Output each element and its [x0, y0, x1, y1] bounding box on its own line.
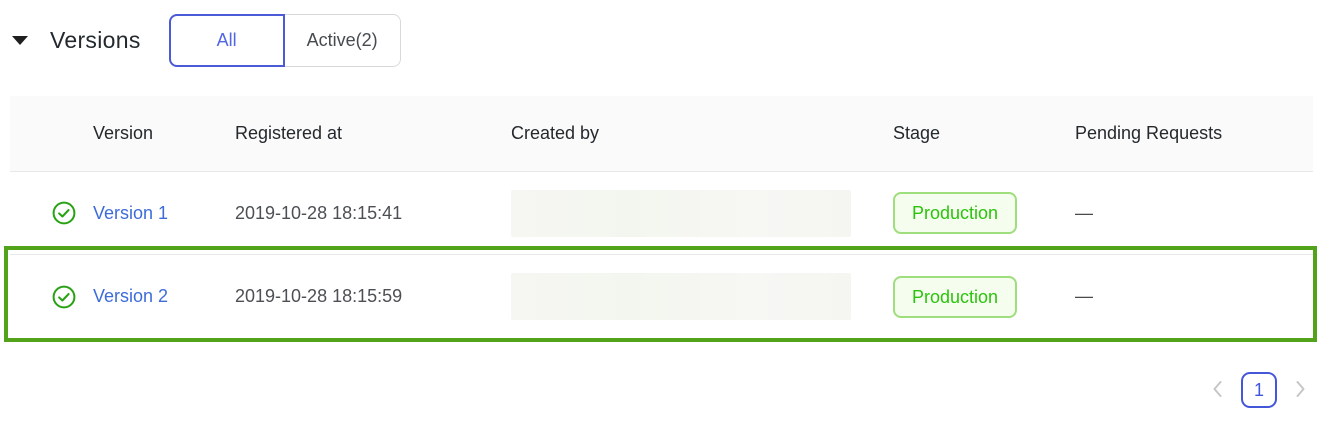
filter-all-button[interactable]: All [168, 13, 285, 67]
table-row-version-2: Version 2 2019-10-28 18:15:59 Production… [4, 246, 1317, 342]
check-circle-icon [52, 201, 76, 225]
stage-badge-production: Production [893, 275, 1018, 318]
chevron-right-icon [1294, 379, 1307, 402]
version-1-link[interactable]: Version 1 [93, 202, 169, 223]
column-header-pending-requests: Pending Requests [1075, 123, 1223, 143]
column-header-created-by: Created by [511, 123, 600, 143]
table-header-row: Version Registered at Created by Stage P… [10, 96, 1313, 172]
table-row-version-1: Version 1 2019-10-28 18:15:41 Production… [10, 172, 1313, 255]
redacted-created-by [511, 189, 851, 237]
registered-at-value: 2019-10-28 18:15:41 [235, 202, 403, 223]
redacted-created-by [511, 273, 851, 320]
chevron-left-icon [1211, 379, 1224, 402]
pagination: 1 [1211, 371, 1307, 409]
stage-badge-production: Production [893, 192, 1018, 234]
version-2-link[interactable]: Version 2 [93, 286, 169, 306]
pagination-page-1[interactable]: 1 [1241, 372, 1277, 408]
filter-active-button[interactable]: Active(2) [284, 13, 401, 67]
panel-header: Versions All Active(2) [10, 0, 401, 80]
registered-at-value: 2019-10-28 18:15:59 [235, 286, 403, 306]
pending-requests-value: — [1075, 202, 1093, 223]
check-circle-icon [52, 285, 76, 309]
collapse-caret-icon[interactable] [12, 35, 28, 45]
column-header-stage: Stage [893, 123, 941, 143]
column-header-version: Version [93, 123, 154, 143]
pagination-prev-button[interactable] [1211, 379, 1224, 402]
version-filter-toggle: All Active(2) [168, 13, 401, 67]
versions-table: Version Registered at Created by Stage P… [4, 96, 1317, 342]
panel-title: Versions [50, 26, 141, 53]
column-header-registered-at: Registered at [235, 123, 343, 143]
pagination-next-button[interactable] [1294, 379, 1307, 402]
pending-requests-value: — [1075, 286, 1093, 306]
